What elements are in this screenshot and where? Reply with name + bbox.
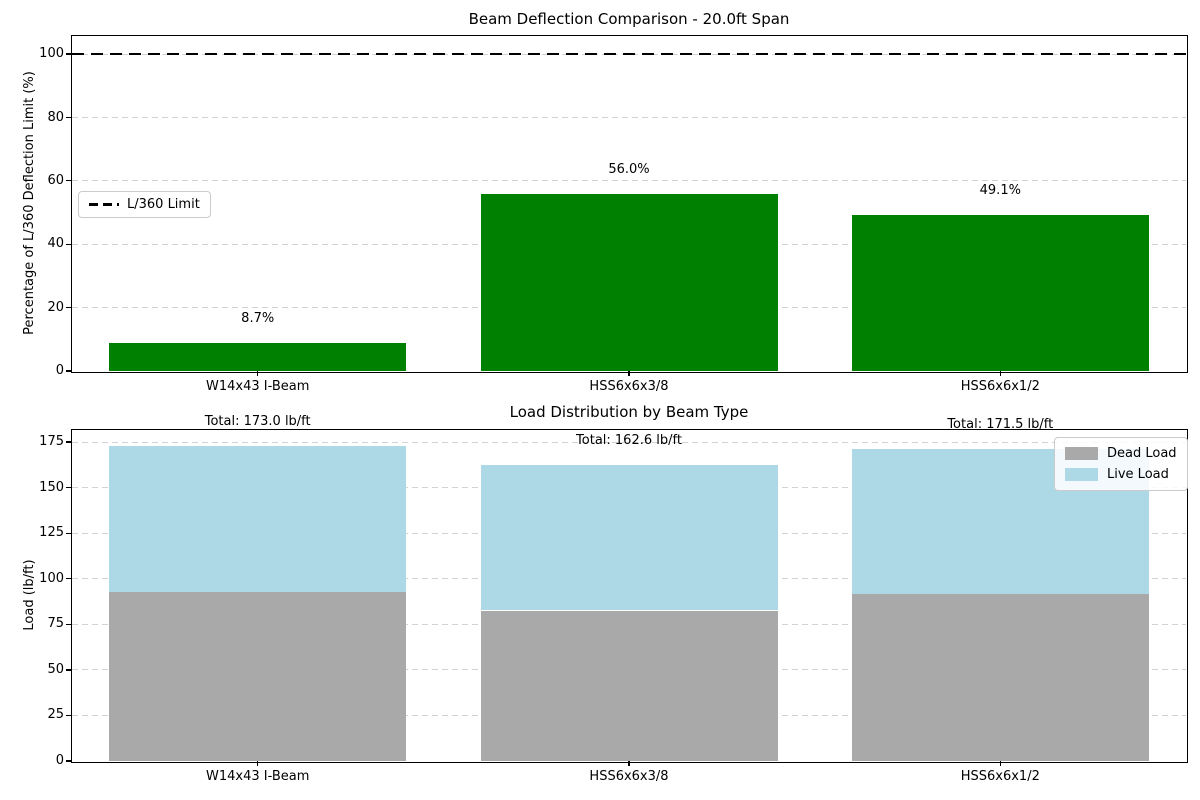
gridline-80 <box>72 117 1186 118</box>
bar-segment-dead-load-w14x43-i-beam <box>109 591 407 761</box>
legend-entry-live-load: Live Load <box>1055 464 1187 485</box>
y-tick-mark-40 <box>66 243 71 245</box>
y-tick-label-60: 60 <box>47 172 64 188</box>
y-tick-label-80: 80 <box>47 109 64 125</box>
x-tick-label-hss6x6x1-2: HSS6x6x1/2 <box>960 769 1040 784</box>
bar-segment-live-load-hss6x6x3-8 <box>480 464 778 611</box>
dashed-line-icon <box>89 203 119 206</box>
x-tick-label-hss6x6x1-2: HSS6x6x1/2 <box>960 379 1040 394</box>
y-tick-mark-0 <box>66 370 71 372</box>
y-tick-label-0: 0 <box>55 363 64 378</box>
x-tick-mark-w14x43-i-beam <box>257 761 259 766</box>
y-tick-label-100: 100 <box>39 570 64 586</box>
y-tick-mark-150 <box>66 487 71 489</box>
gridline-175 <box>72 441 1186 443</box>
x-tick-label-w14x43-i-beam: W14x43 I-Beam <box>206 379 310 394</box>
x-tick-label-hss6x6x3-8: HSS6x6x3/8 <box>589 769 669 784</box>
y-tick-mark-125 <box>66 532 71 534</box>
x-tick-mark-hss6x6x3-8 <box>628 761 630 766</box>
legend-label: L/360 Limit <box>127 197 200 212</box>
bar-value-label-hss6x6x1-2: 49.1% <box>979 183 1021 199</box>
y-tick-mark-175 <box>66 441 71 443</box>
deflection-chart-title: Beam Deflection Comparison - 20.0ft Span <box>468 10 790 28</box>
x-tick-label-w14x43-i-beam: W14x43 I-Beam <box>206 769 310 784</box>
y-tick-label-75: 75 <box>47 616 64 632</box>
total-label-hss6x6x1-2: Total: 171.5 lb/ft <box>947 416 1054 432</box>
y-tick-label-175: 175 <box>39 434 64 450</box>
x-tick-mark-w14x43-i-beam <box>257 371 259 376</box>
y-tick-mark-60 <box>66 180 71 182</box>
y-tick-label-50: 50 <box>47 661 64 677</box>
y-tick-label-25: 25 <box>47 707 64 723</box>
load-chart-title: Load Distribution by Beam Type <box>509 403 749 421</box>
load-legend: Dead Load Live Load <box>1054 437 1188 491</box>
y-tick-mark-50 <box>66 669 71 671</box>
live-load-swatch-icon <box>1065 468 1098 481</box>
x-tick-mark-hss6x6x1-2 <box>999 371 1001 376</box>
y-tick-label-0: 0 <box>55 753 64 768</box>
y-tick-mark-100 <box>66 578 71 580</box>
y-tick-mark-100 <box>66 53 71 55</box>
y-tick-label-100: 100 <box>39 46 64 62</box>
total-label-w14x43-i-beam: Total: 173.0 lb/ft <box>204 413 311 429</box>
y-tick-mark-80 <box>66 116 71 119</box>
legend-label: Live Load <box>1107 467 1169 482</box>
y-tick-label-150: 150 <box>39 479 64 495</box>
deflection-y-axis-label: Percentage of L/360 Deflection Limit (%) <box>22 71 37 335</box>
bar-w14x43-i-beam <box>109 343 407 371</box>
bar-value-label-w14x43-i-beam: 8.7% <box>241 311 275 327</box>
gridline-60 <box>72 180 1186 182</box>
bar-value-label-hss6x6x3-8: 56.0% <box>608 161 650 177</box>
bar-segment-dead-load-hss6x6x3-8 <box>480 610 778 761</box>
legend-label: Dead Load <box>1107 446 1177 461</box>
deflection-legend: L/360 Limit <box>78 191 211 218</box>
x-tick-label-hss6x6x3-8: HSS6x6x3/8 <box>589 379 669 394</box>
y-tick-label-40: 40 <box>47 236 64 252</box>
reference-line-l-360-limit <box>72 52 1186 56</box>
y-tick-mark-25 <box>66 714 71 717</box>
x-tick-mark-hss6x6x3-8 <box>628 371 630 376</box>
legend-entry-l360-limit: L/360 Limit <box>79 192 210 217</box>
y-tick-mark-0 <box>66 760 71 762</box>
dead-load-swatch-icon <box>1065 447 1098 460</box>
y-tick-mark-20 <box>66 306 71 309</box>
bar-segment-live-load-w14x43-i-beam <box>109 445 407 592</box>
y-tick-label-125: 125 <box>39 525 64 541</box>
bar-segment-dead-load-hss6x6x1-2 <box>851 594 1149 761</box>
legend-entry-dead-load: Dead Load <box>1055 443 1187 464</box>
bar-hss6x6x1-2 <box>851 215 1149 371</box>
y-tick-mark-75 <box>66 623 71 625</box>
total-label-hss6x6x3-8: Total: 162.6 lb/ft <box>576 432 682 448</box>
x-tick-mark-hss6x6x1-2 <box>999 761 1001 766</box>
y-tick-label-20: 20 <box>47 299 64 315</box>
bar-hss6x6x3-8 <box>480 193 778 371</box>
